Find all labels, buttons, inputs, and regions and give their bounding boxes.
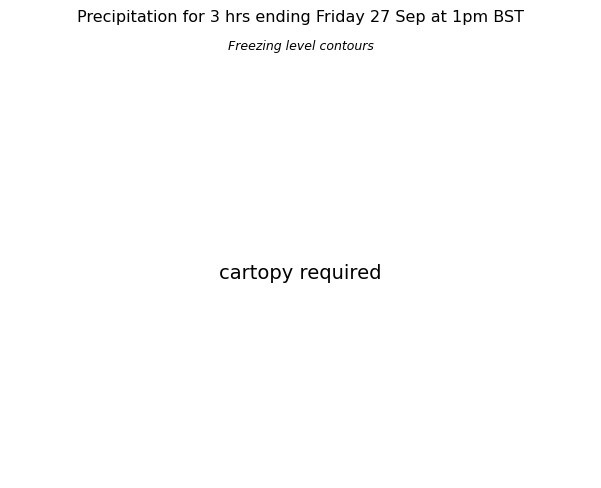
Text: cartopy required: cartopy required <box>219 264 382 283</box>
Text: Precipitation for 3 hrs ending Friday 27 Sep at 1pm BST: Precipitation for 3 hrs ending Friday 27… <box>77 10 524 25</box>
Text: Freezing level contours: Freezing level contours <box>228 41 373 53</box>
